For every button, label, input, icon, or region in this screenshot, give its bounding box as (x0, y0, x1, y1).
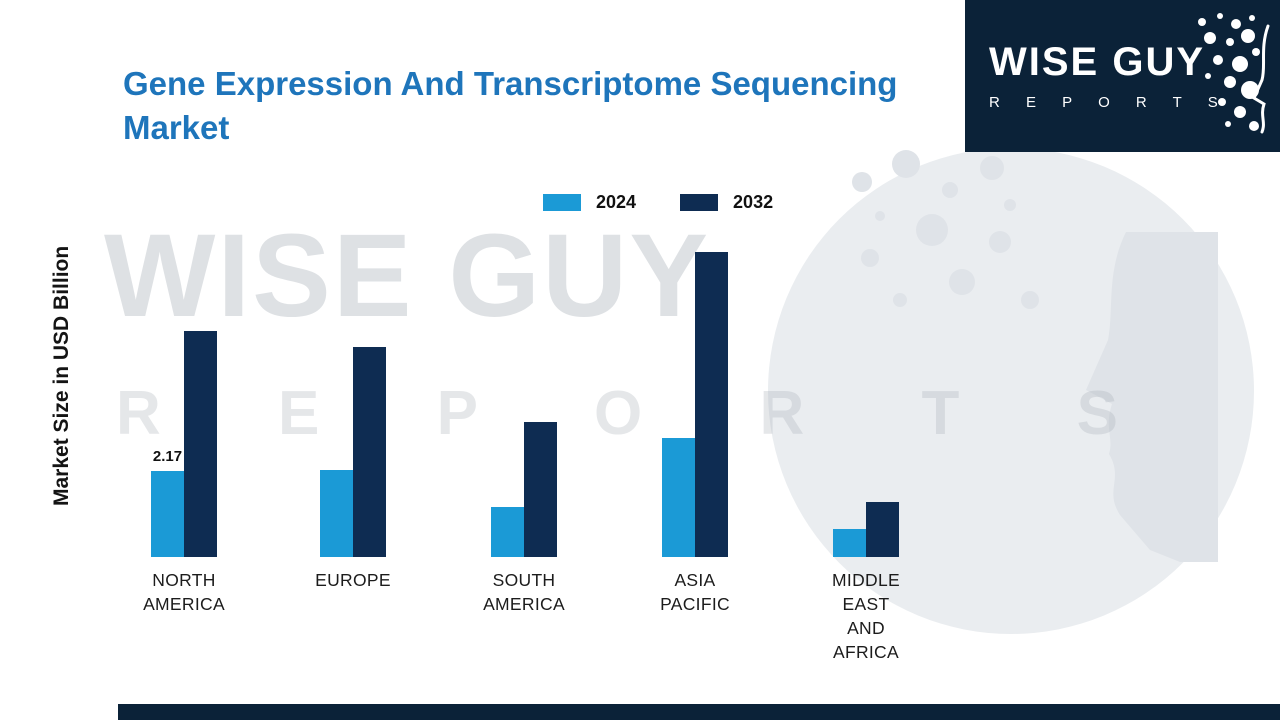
category-label-middle-east-and-africa: MIDDLE EAST AND AFRICA (832, 570, 900, 663)
bar-2024-asia-pacific (662, 438, 695, 557)
y-axis-label: Market Size in USD Billion (50, 245, 73, 507)
bar-2032-asia-pacific (695, 252, 728, 557)
bar-group-asia-pacific (662, 252, 728, 557)
bar-value-label: 2.17 (152, 448, 183, 465)
bar-2032-middle-east-and-africa (866, 502, 899, 557)
bar-group-south-america (491, 422, 557, 557)
brand-logo-line1: WISE GUY (989, 40, 1206, 84)
legend-item-2032: 2032 (680, 192, 773, 213)
bar-2024-south-america (491, 507, 524, 557)
bar-2024-north-america (151, 471, 184, 557)
brand-logo: WISE GUY R E P O R T S (965, 0, 1280, 152)
legend-label-2032: 2032 (733, 192, 774, 212)
watermark-face-profile-icon (1086, 232, 1218, 562)
legend-item-2024: 2024 (543, 192, 636, 213)
bar-group-europe (320, 347, 386, 557)
category-label-europe: EUROPE (315, 570, 391, 590)
bar-group-middle-east-and-africa (833, 502, 899, 557)
category-label-south-america: SOUTH AMERICA (483, 570, 565, 615)
bar-2032-europe (353, 347, 386, 557)
bar-group-north-america: 2.17 (151, 331, 217, 557)
legend-label-2024: 2024 (596, 192, 637, 212)
brand-logo-text: WISE GUY R E P O R T S (989, 40, 1229, 111)
category-label-north-america: NORTH AMERICA (143, 570, 225, 615)
legend-swatch-2024 (543, 194, 581, 211)
brand-logo-line2: R E P O R T S (989, 94, 1229, 111)
footer-accent-bar (118, 704, 1280, 720)
bar-2032-north-america (184, 331, 217, 557)
page-title: Gene Expression And Transcriptome Sequen… (123, 65, 898, 146)
legend-swatch-2032 (680, 194, 719, 211)
bar-2024-middle-east-and-africa (833, 529, 866, 557)
chart-legend: 2024 2032 (543, 192, 773, 213)
category-label-asia-pacific: ASIA PACIFIC (660, 570, 730, 615)
brand-logo-head-icon (1198, 13, 1270, 134)
bar-2032-south-america (524, 422, 557, 557)
plot-area: 2.17 (120, 240, 920, 557)
bar-2024-europe (320, 470, 353, 557)
